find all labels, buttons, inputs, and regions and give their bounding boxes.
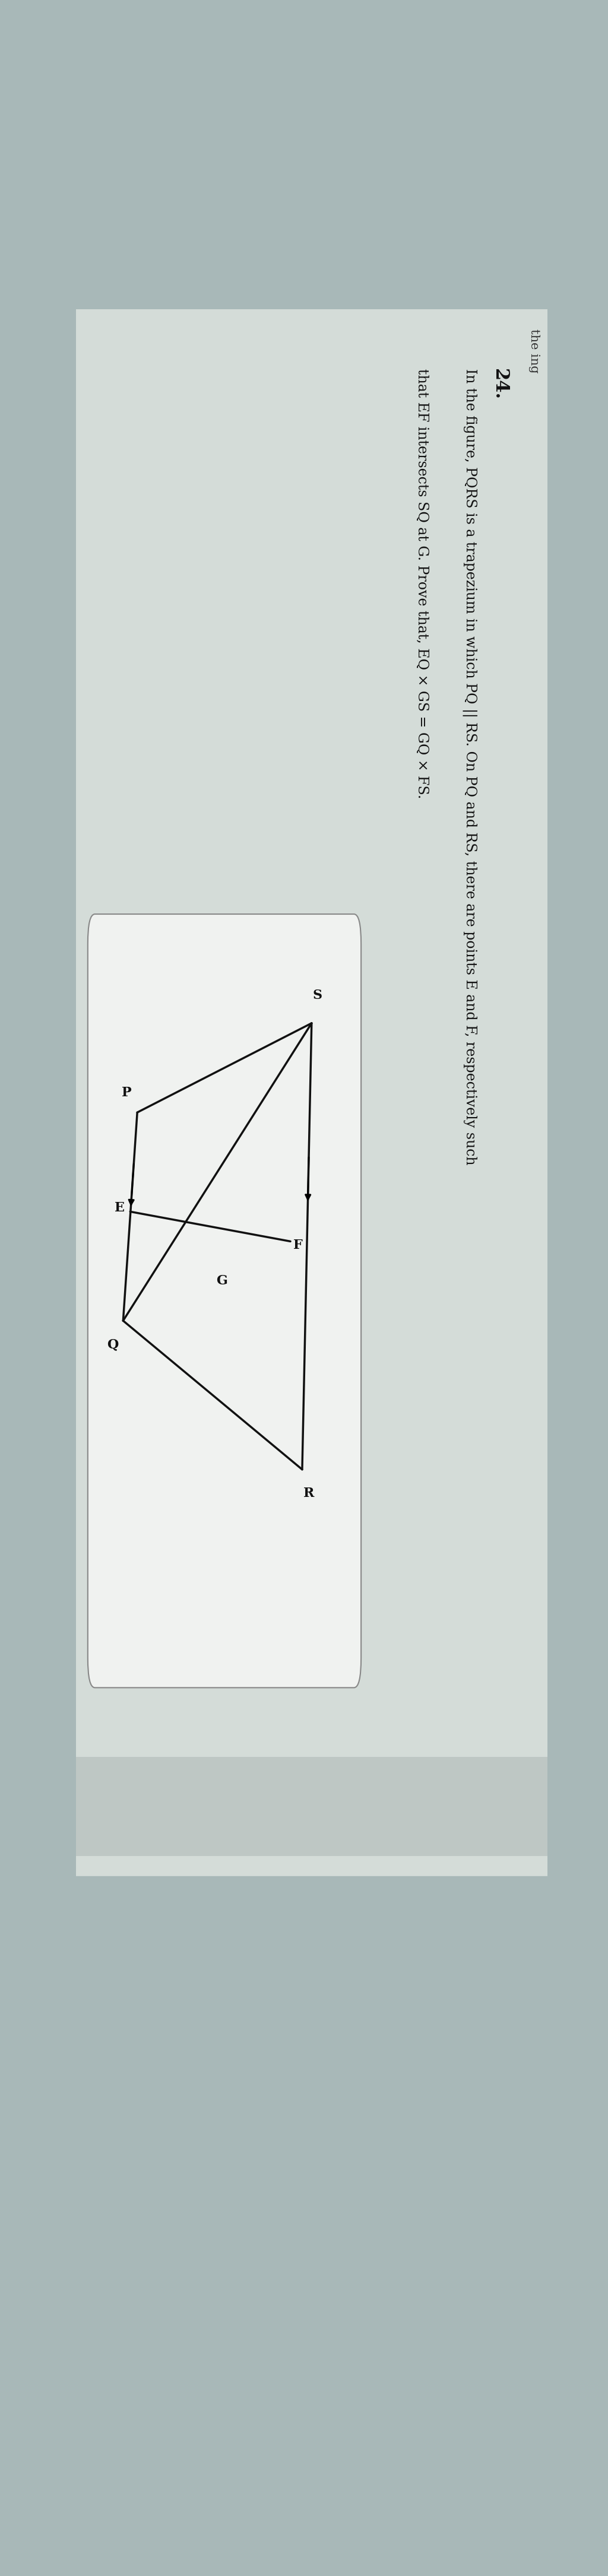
Text: Q: Q [107, 1337, 119, 1350]
FancyBboxPatch shape [88, 914, 361, 1687]
Text: G: G [216, 1275, 227, 1288]
FancyBboxPatch shape [71, 289, 552, 1875]
FancyBboxPatch shape [76, 1757, 547, 1857]
Text: that EF intersects SQ at G. Prove that, EQ × GS = GQ × FS.: that EF intersects SQ at G. Prove that, … [415, 368, 429, 799]
Text: the ing: the ing [528, 330, 540, 374]
Text: R: R [303, 1486, 314, 1499]
Text: F: F [293, 1239, 303, 1252]
Text: S: S [313, 989, 322, 1002]
Text: P: P [122, 1087, 132, 1100]
Text: 24.: 24. [491, 368, 509, 399]
Text: E: E [115, 1200, 125, 1213]
Text: In the figure, PQRS is a trapezium in which PQ || RS. On PQ and RS, there are po: In the figure, PQRS is a trapezium in wh… [462, 368, 477, 1164]
